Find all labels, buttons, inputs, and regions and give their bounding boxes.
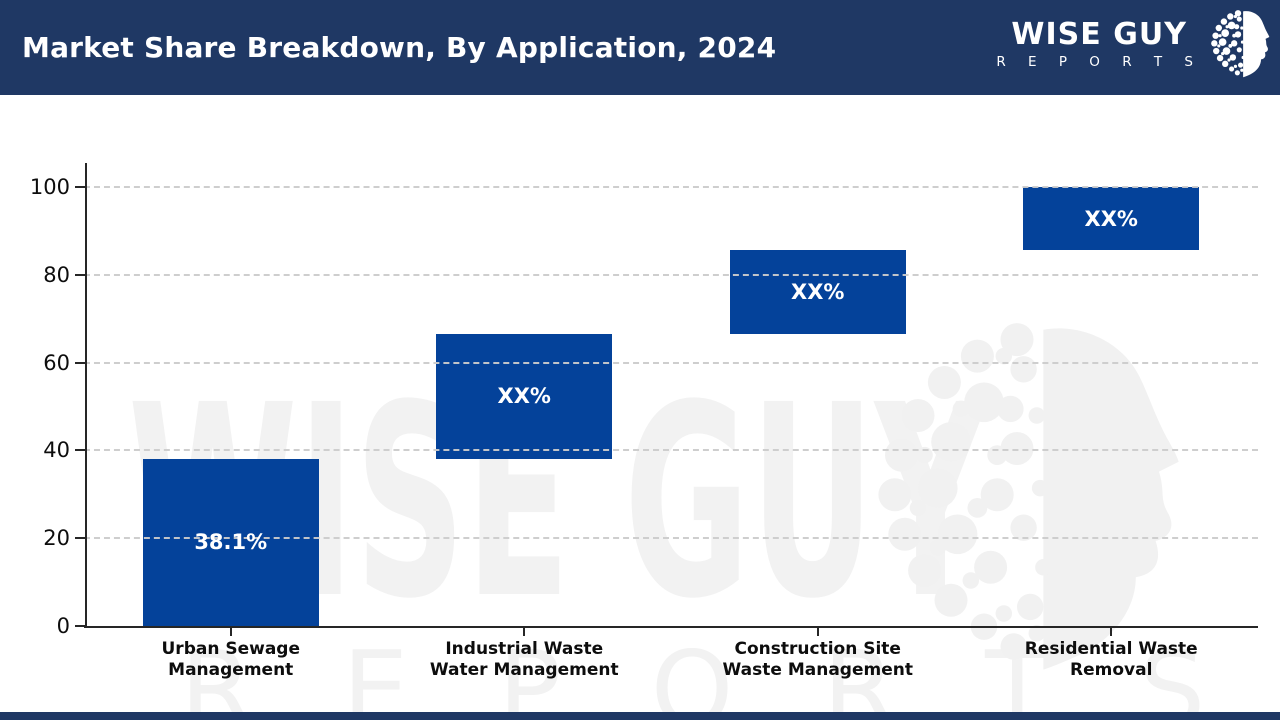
bar-value-label: XX% — [497, 384, 551, 409]
y-tick-label: 20 — [43, 526, 70, 551]
x-tick-mark — [523, 628, 526, 636]
page-title: Market Share Breakdown, By Application, … — [22, 31, 777, 64]
gridline — [84, 449, 1258, 452]
y-axis-line — [85, 163, 87, 628]
x-axis-line — [84, 626, 1258, 628]
bar — [436, 334, 613, 459]
y-tick-mark — [75, 537, 85, 540]
bar-value-label: XX% — [791, 280, 845, 305]
y-tick-label: 0 — [56, 614, 70, 638]
y-tick-label: 60 — [43, 350, 70, 375]
footer-bar — [0, 712, 1280, 720]
y-tick-mark — [75, 449, 85, 452]
x-tick-mark — [229, 628, 232, 636]
bar-value-label: 38.1% — [194, 530, 268, 555]
gridline — [84, 537, 1258, 540]
x-tick-mark — [816, 628, 819, 636]
y-tick-label: 100 — [29, 175, 70, 199]
brand-logo: WISE GUY R E P O R T S — [996, 4, 1270, 84]
bar — [1023, 187, 1200, 251]
category-label: Residential Waste Removal — [1024, 639, 1198, 680]
bar — [142, 458, 319, 626]
category-label: Construction Site Waste Management — [722, 639, 913, 680]
brand-name: WISE GUY — [1011, 17, 1187, 52]
y-tick-mark — [75, 186, 85, 188]
y-tick-label: 40 — [43, 438, 70, 463]
bar — [729, 250, 906, 335]
gridline — [84, 361, 1258, 364]
y-tick-mark — [75, 625, 85, 627]
y-tick-mark — [75, 273, 85, 276]
brand-text: WISE GUY R E P O R T S — [996, 17, 1202, 71]
gridline — [84, 186, 1258, 188]
bar-value-label: XX% — [1084, 206, 1138, 231]
category-label: Industrial Waste Water Management — [429, 639, 619, 680]
chart-area: WISE GUY R E P O R T S 0 20 40 60 80 100 38.1%… — [0, 95, 1280, 712]
y-tick-label: 80 — [43, 262, 70, 287]
header: Market Share Breakdown, By Application, … — [0, 0, 1280, 95]
x-tick-mark — [1110, 628, 1113, 636]
brand-reports-label: R E P O R T S — [996, 54, 1202, 70]
watermark-reports-text: R E P O R T S — [180, 629, 1234, 713]
gridline — [84, 273, 1258, 276]
y-tick-mark — [75, 361, 85, 364]
category-label: Urban Sewage Management — [161, 639, 301, 680]
wiseguy-head-icon — [1211, 10, 1270, 78]
